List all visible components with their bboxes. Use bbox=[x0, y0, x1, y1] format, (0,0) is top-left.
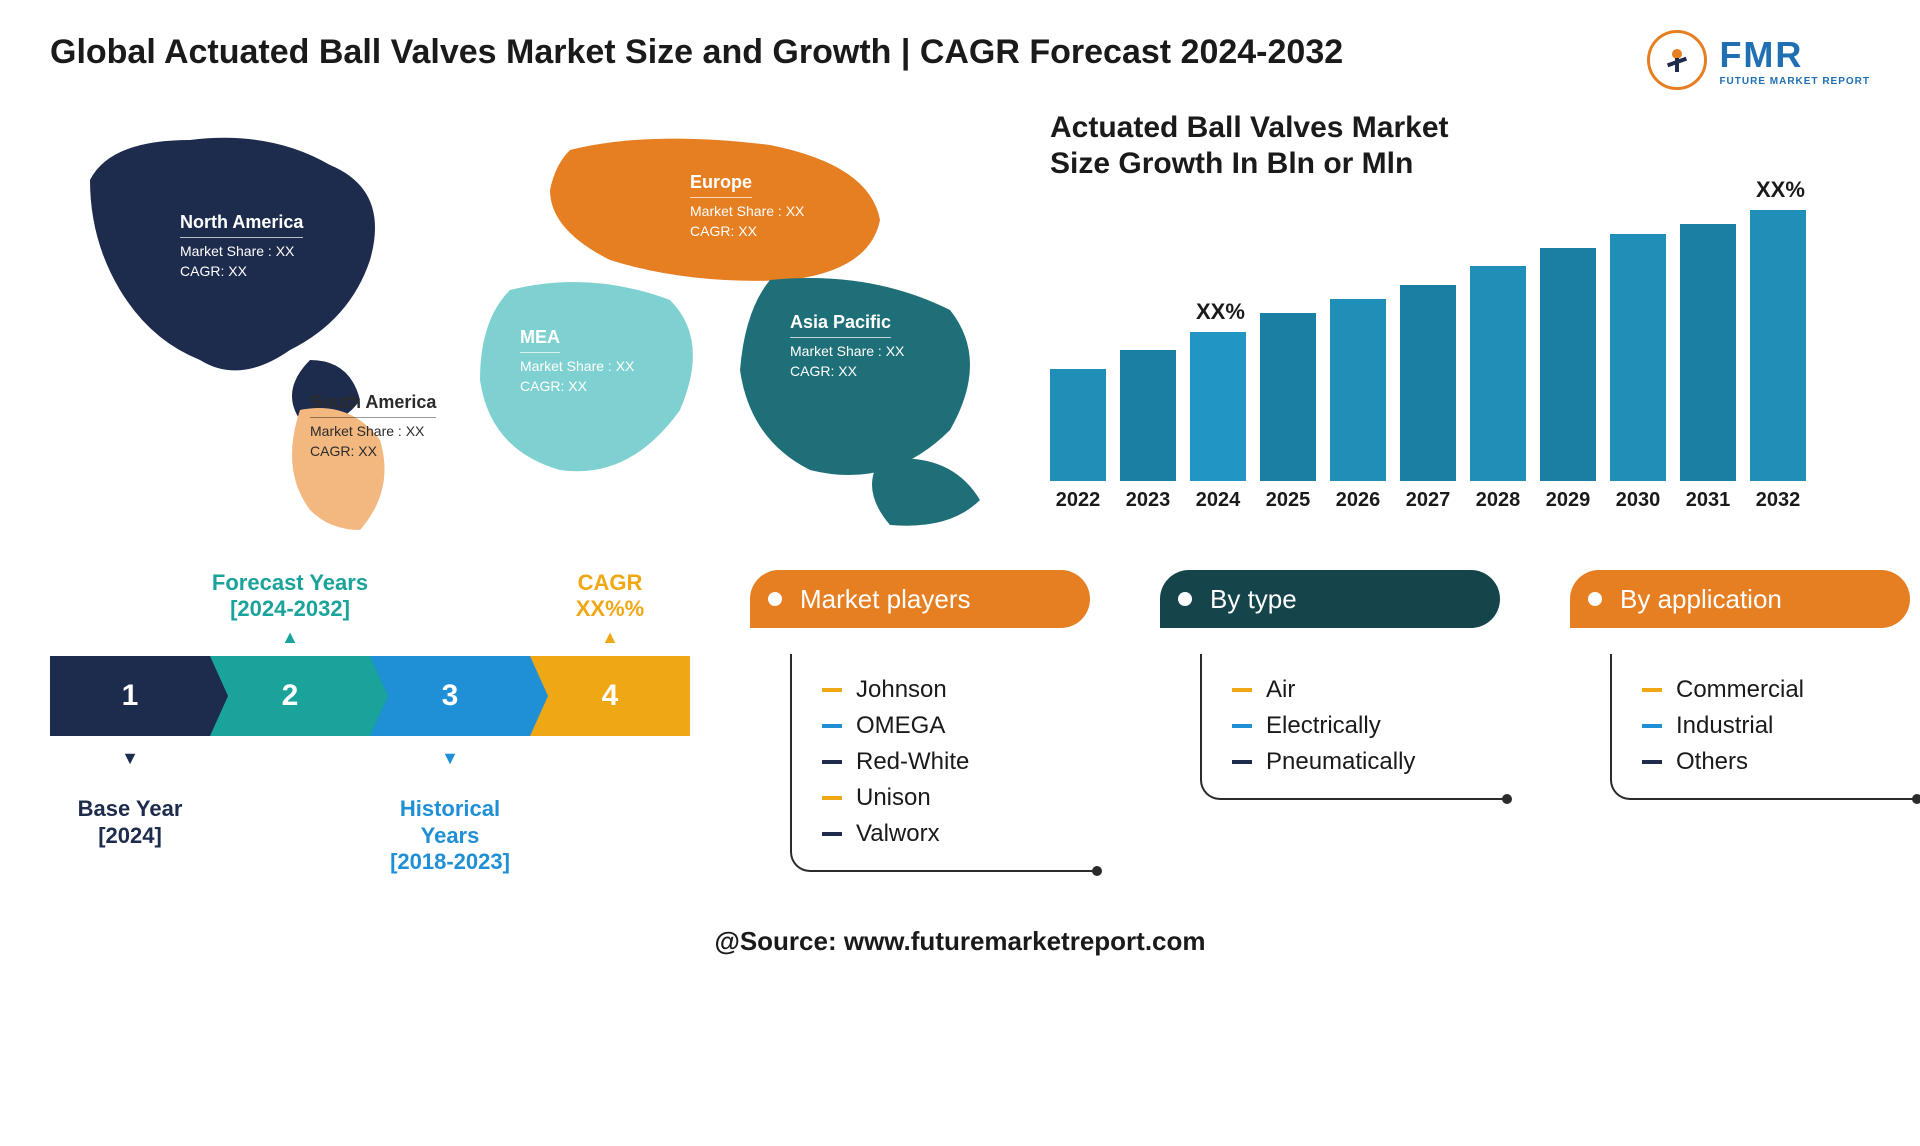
chart-title: Actuated Ball Valves Market Size Growth … bbox=[1050, 110, 1470, 182]
pct-label: XX% bbox=[1756, 177, 1805, 203]
list-item: Others bbox=[1642, 748, 1920, 776]
growth-bar-chart: Actuated Ball Valves Market Size Growth … bbox=[1050, 110, 1870, 530]
label-asia-pacific: Asia Pacific Market Share : XX CAGR: XX bbox=[790, 310, 904, 381]
pill-by-type: By type bbox=[1160, 570, 1500, 628]
logo-text: FMR bbox=[1719, 34, 1870, 76]
timeline-seg-4: 4 bbox=[530, 656, 690, 736]
list-item: Air bbox=[1232, 676, 1510, 704]
pill-market-players: Market players bbox=[750, 570, 1090, 628]
bar-2023: 2023 bbox=[1120, 350, 1176, 512]
bar-2027: 2027 bbox=[1400, 285, 1456, 512]
timeline-label-top: CAGRXX%%▲ bbox=[530, 570, 690, 648]
by-application-block: By application Commercial Industrial Other… bbox=[1570, 570, 1920, 800]
timeline: Forecast Years[2024-2032]▲ CAGRXX%%▲ 1234… bbox=[50, 570, 690, 876]
bar-2030: 2030 bbox=[1610, 234, 1666, 512]
list-item: Pneumatically bbox=[1232, 748, 1510, 776]
list-item: Industrial bbox=[1642, 712, 1920, 740]
logo-subtext: FUTURE MARKET REPORT bbox=[1719, 76, 1870, 87]
list-item: Valworx bbox=[822, 820, 1100, 848]
list-item: Electrically bbox=[1232, 712, 1510, 740]
source-attribution: @Source: www.futuremarketreport.com bbox=[50, 926, 1870, 957]
bar-2024: 2024 bbox=[1190, 332, 1246, 512]
timeline-label-top: Forecast Years[2024-2032]▲ bbox=[210, 570, 370, 648]
page-title: Global Actuated Ball Valves Market Size … bbox=[50, 30, 1343, 74]
telescope-icon bbox=[1647, 30, 1707, 90]
bar-2025: 2025 bbox=[1260, 313, 1316, 512]
timeline-label-bottom: ▼Base Year[2024] bbox=[50, 748, 210, 849]
list-item: OMEGA bbox=[822, 712, 1100, 740]
by-type-block: By type Air Electrically Pneumatically bbox=[1160, 570, 1510, 800]
bar-2031: 2031 bbox=[1680, 224, 1736, 512]
world-map: North America Market Share : XX CAGR: XX… bbox=[50, 110, 1010, 530]
fmr-logo: FMR FUTURE MARKET REPORT bbox=[1647, 30, 1870, 90]
label-europe: Europe Market Share : XX CAGR: XX bbox=[690, 170, 804, 241]
bar-2029: 2029 bbox=[1540, 248, 1596, 512]
timeline-label-bottom: ▼Historical Years[2018-2023] bbox=[370, 748, 530, 875]
bar-2028: 2028 bbox=[1470, 266, 1526, 512]
bar-2026: 2026 bbox=[1330, 299, 1386, 512]
label-mea: MEA Market Share : XX CAGR: XX bbox=[520, 325, 634, 396]
timeline-seg-1: 1 bbox=[50, 656, 210, 736]
list-item: Unison bbox=[822, 784, 1100, 812]
bar-2022: 2022 bbox=[1050, 369, 1106, 512]
pill-by-application: By application bbox=[1570, 570, 1910, 628]
label-north-america: North America Market Share : XX CAGR: XX bbox=[180, 210, 303, 281]
pct-label: XX% bbox=[1196, 299, 1245, 325]
list-item: Red-White bbox=[822, 748, 1100, 776]
market-players-block: Market players Johnson OMEGA Red-White Unis… bbox=[750, 570, 1100, 872]
list-item: Commercial bbox=[1642, 676, 1920, 704]
timeline-seg-3: 3 bbox=[370, 656, 530, 736]
label-south-america: South America Market Share : XX CAGR: XX bbox=[310, 390, 436, 461]
timeline-seg-2: 2 bbox=[210, 656, 370, 736]
list-item: Johnson bbox=[822, 676, 1100, 704]
bar-2032: 2032 bbox=[1750, 210, 1806, 512]
